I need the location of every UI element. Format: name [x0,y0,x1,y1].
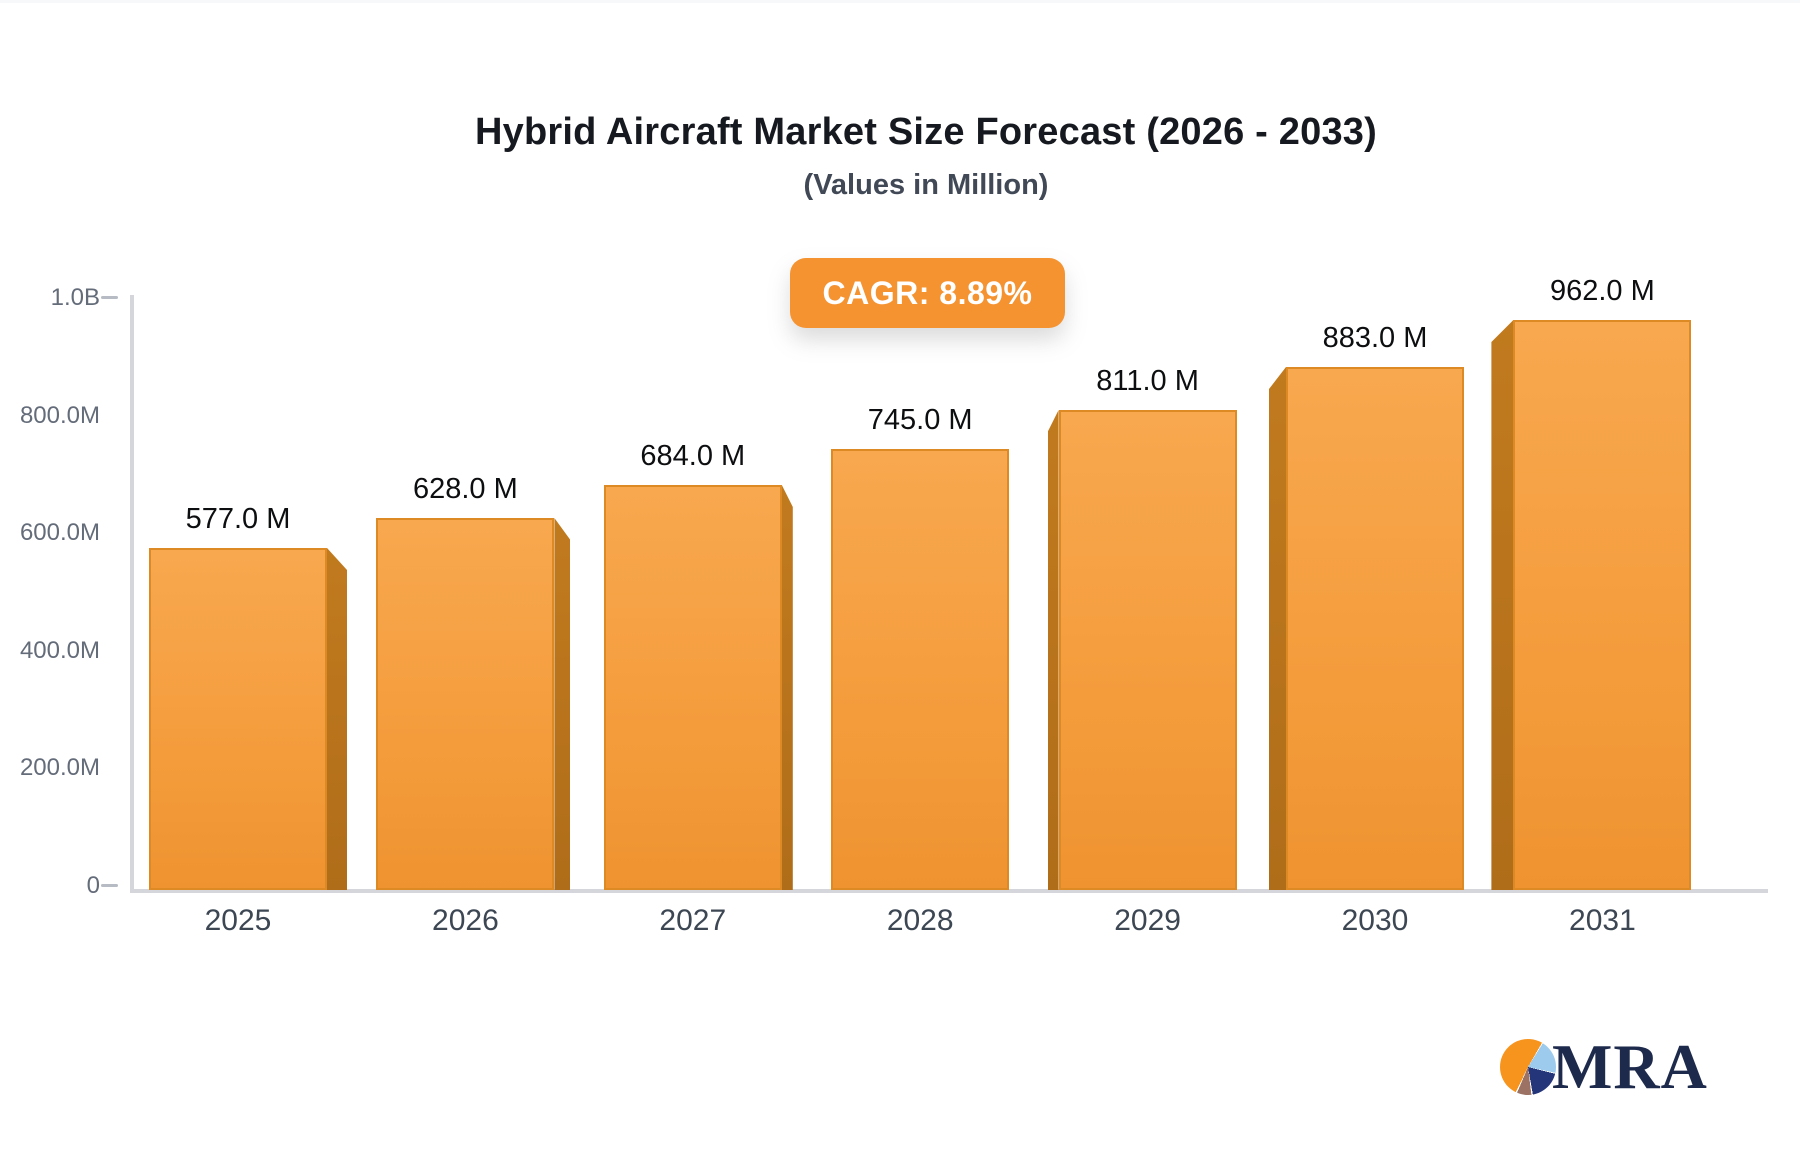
cagr-badge-label: CAGR: 8.89% [822,274,1033,311]
x-axis-label: 2029 [1114,904,1181,937]
y-axis-tick-zero [101,884,118,887]
chart-subtitle: (Values in Million) [803,169,1049,201]
bar-2026[interactable] [376,518,555,890]
y-axis-label: 0 [86,872,100,899]
x-axis-baseline [130,889,1768,893]
x-axis-label: 2027 [659,904,727,937]
chart-title: Hybrid Aircraft Market Size Forecast (20… [475,111,1377,153]
bar-2025[interactable] [149,548,327,890]
y-axis-label: 800.0M [19,401,100,429]
bar-value-label: 577.0 M [185,503,291,535]
x-axis-label: 2026 [432,904,499,937]
bar-value-label: 811.0 M [1096,365,1199,397]
bar-3d-side [554,518,571,890]
bar-value-label: 745.0 M [867,404,973,436]
bar-2030[interactable] [1286,367,1464,890]
pie-chart-logo-icon [1500,1039,1556,1095]
y-axis-label: 600.0M [19,519,100,547]
x-axis-label: 2031 [1569,904,1636,937]
cagr-badge: CAGR: 8.89% [790,258,1065,328]
y-axis-label: 200.0M [19,754,100,782]
x-axis-label: 2025 [204,904,272,937]
bar-2028[interactable] [831,449,1010,890]
mra-logo: MRA [1500,1031,1708,1102]
x-axis-label: 2028 [886,904,954,937]
bar-3d-side [327,548,347,890]
logo-text: MRA [1552,1031,1708,1102]
bar-2031[interactable] [1513,320,1692,890]
y-axis-label: 400.0M [19,636,100,664]
y-axis-line [130,295,134,893]
bar-value-label: 684.0 M [640,440,746,472]
y-axis-label: 1.0B [50,284,100,311]
bar-2029[interactable] [1058,410,1237,890]
bar-value-label: 628.0 M [412,473,518,505]
bar-3d-side [1491,320,1514,890]
bar-value-label: 883.0 M [1322,322,1428,354]
bar-3d-side [781,485,793,890]
bar-3d-side [1269,367,1286,890]
x-axis-label: 2030 [1341,904,1409,937]
bar-3d-side [1047,410,1059,890]
bar-2027[interactable] [603,485,782,890]
y-axis-tick-top [101,296,118,299]
bar-value-label: 962.0 M [1549,275,1655,307]
